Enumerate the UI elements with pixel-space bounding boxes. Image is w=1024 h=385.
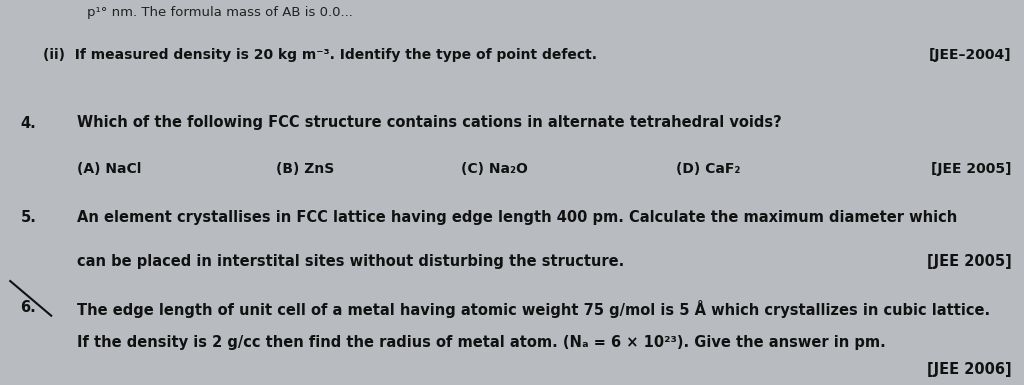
Text: If the density is 2 g/cc then find the radius of metal atom. (Nₐ = 6 × 10²³). Gi: If the density is 2 g/cc then find the r…: [77, 335, 886, 350]
Text: (B) ZnS: (B) ZnS: [276, 162, 335, 176]
Text: (ii)  If measured density is 20 kg m⁻³. Identify the type of point defect.: (ii) If measured density is 20 kg m⁻³. I…: [43, 48, 597, 62]
Text: p¹° nm. The formula mass of AB is 0.0...: p¹° nm. The formula mass of AB is 0.0...: [87, 6, 353, 19]
Text: 6.: 6.: [20, 300, 36, 315]
Text: Which of the following FCC structure contains cations in alternate tetrahedral v: Which of the following FCC structure con…: [77, 116, 781, 131]
Text: (D) CaF₂: (D) CaF₂: [676, 162, 740, 176]
Text: [JEE 2006]: [JEE 2006]: [927, 362, 1012, 377]
Text: 5.: 5.: [20, 210, 37, 225]
Text: [JEE–2004]: [JEE–2004]: [929, 48, 1012, 62]
Text: An element crystallises in FCC lattice having edge length 400 pm. Calculate the : An element crystallises in FCC lattice h…: [77, 210, 957, 225]
Text: (A) NaCl: (A) NaCl: [77, 162, 141, 176]
Text: (C) Na₂O: (C) Na₂O: [461, 162, 527, 176]
Text: 4.: 4.: [20, 116, 36, 131]
Text: [JEE 2005]: [JEE 2005]: [931, 162, 1012, 176]
Text: [JEE 2005]: [JEE 2005]: [927, 254, 1012, 269]
Text: can be placed in interstital sites without disturbing the structure.: can be placed in interstital sites witho…: [77, 254, 624, 269]
Text: The edge length of unit cell of a metal having atomic weight 75 g/mol is 5 Å whi: The edge length of unit cell of a metal …: [77, 300, 990, 318]
